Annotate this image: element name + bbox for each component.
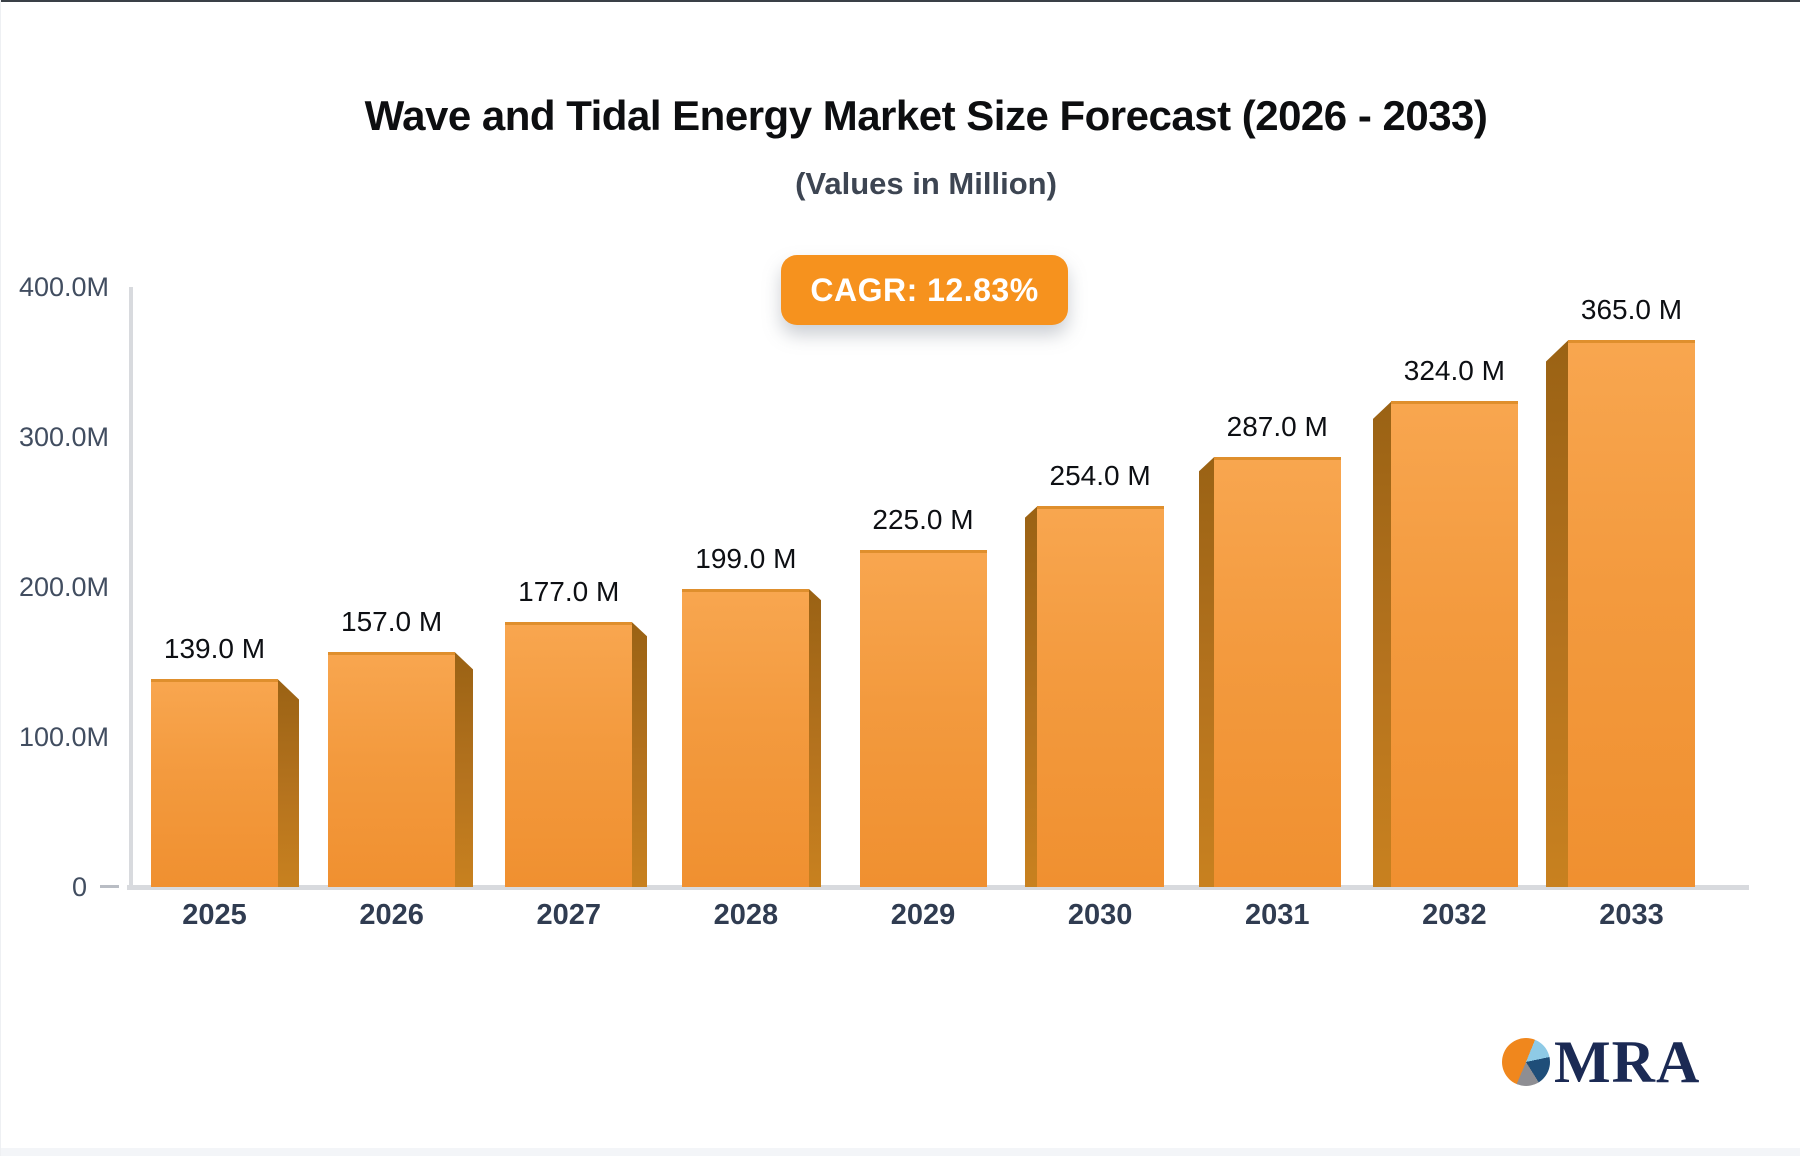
bar-3d-side	[1024, 506, 1038, 887]
bar-2030	[1024, 506, 1164, 887]
zero-tick-mark	[100, 885, 119, 888]
y-axis-label: 100.0M	[18, 722, 109, 752]
y-axis-label: 300.0M	[18, 422, 109, 452]
cagr-badge-label: CAGR: 12.83%	[810, 271, 1039, 308]
bar-3d-side	[454, 651, 474, 887]
bar-value-label: 177.0 M	[518, 575, 620, 607]
bar-value-label: 225.0 M	[872, 503, 974, 535]
bar-face	[859, 549, 987, 887]
x-axis-line	[127, 885, 1749, 890]
bar-face	[505, 621, 633, 887]
y-axis-line	[129, 287, 133, 887]
y-axis-label: 400.0M	[18, 272, 109, 302]
x-axis-label: 2032	[1422, 899, 1487, 931]
bar-2027	[505, 621, 648, 887]
bar-value-label: 324.0 M	[1403, 355, 1505, 386]
x-axis-label: 2031	[1244, 899, 1310, 931]
bar-face	[328, 651, 456, 887]
bar-2028	[682, 588, 822, 887]
bar-face	[1568, 339, 1695, 887]
top-border	[1, 0, 1800, 2]
bar-value-label: 287.0 M	[1226, 410, 1328, 442]
x-axis-label: 2030	[1067, 899, 1133, 931]
x-axis-label: 2027	[536, 899, 601, 931]
bar-2029	[859, 549, 987, 887]
bar-2032	[1372, 401, 1518, 887]
bar-face	[1036, 506, 1164, 887]
x-axis-label: 2026	[359, 899, 424, 931]
bar-value-label: 157.0 M	[341, 605, 443, 637]
bar-3d-side	[1198, 456, 1215, 887]
bar-3d-side	[1372, 401, 1392, 887]
chart-subtitle: (Values in Million)	[795, 166, 1057, 201]
brand-logo-text: MRA	[1554, 1029, 1701, 1095]
bottom-edge	[1, 1148, 1800, 1156]
bar-face	[1390, 401, 1518, 887]
bar-2026	[328, 651, 474, 887]
bar-2025	[151, 678, 299, 887]
bar-3d-side	[808, 588, 822, 887]
bar-3d-side	[1546, 339, 1569, 887]
x-axis-label: 2029	[890, 899, 956, 931]
bar-2031	[1198, 456, 1341, 887]
bar-face	[682, 588, 810, 887]
cagr-badge: CAGR: 12.83%	[781, 255, 1068, 325]
bar-3d-side	[631, 621, 648, 887]
bar-face	[151, 678, 278, 887]
x-axis-label: 2033	[1599, 899, 1664, 931]
x-axis-label: 2028	[713, 899, 779, 931]
brand-logo: MRA	[1502, 1029, 1701, 1095]
bar-3d-side	[277, 678, 299, 887]
bar-2033	[1546, 339, 1695, 887]
bar-value-label: 139.0 M	[163, 632, 266, 664]
bar-face	[1213, 456, 1341, 887]
y-axis-label: 0	[71, 872, 87, 902]
x-axis-label: 2025	[182, 899, 247, 931]
bar-value-label: 199.0 M	[695, 542, 797, 574]
pie-chart-logo-icon	[1502, 1038, 1550, 1086]
bar-value-label: 254.0 M	[1049, 460, 1151, 491]
y-axis-label: 200.0M	[18, 572, 109, 602]
chart-title: Wave and Tidal Energy Market Size Foreca…	[364, 92, 1488, 139]
bar-value-label: 365.0 M	[1580, 293, 1683, 325]
